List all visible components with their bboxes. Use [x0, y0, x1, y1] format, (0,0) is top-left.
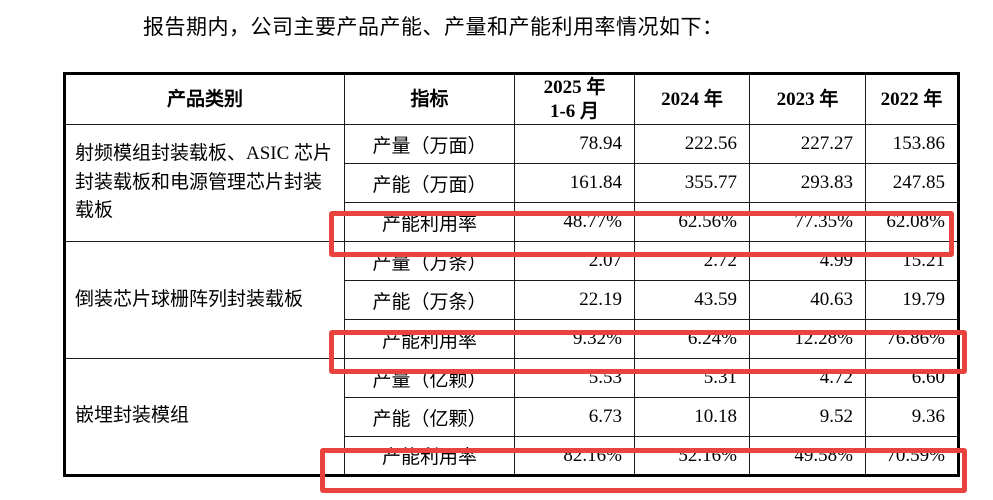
- value-cell: 247.85: [865, 163, 959, 203]
- table-row: 射频模组封装载板、ASIC 芯片封装载板和电源管理芯片封装载板 产量（万面） 7…: [64, 124, 959, 242]
- value-cell: 76.86%: [865, 319, 959, 359]
- value-cell: 4.99: [749, 241, 866, 281]
- value-cell: 15.21: [865, 241, 959, 281]
- metric-cell: 产量（万条）: [344, 241, 515, 281]
- category-cell-rf-module-substrates: 射频模组封装载板、ASIC 芯片封装载板和电源管理芯片封装载板: [64, 124, 345, 242]
- value-cell: 43.59: [634, 280, 750, 320]
- value-cell: 6.73: [514, 397, 635, 437]
- table-row: 产能（万面） 161.84 355.77 293.83 247.85: [65, 163, 959, 203]
- metric-cell: 产能（亿颗）: [344, 397, 515, 437]
- value-cell: 82.16%: [514, 436, 635, 476]
- value-cell: 153.86: [865, 124, 959, 164]
- header-product-category: 产品类别: [64, 73, 345, 125]
- value-cell: 62.56%: [634, 202, 750, 242]
- metric-cell: 产能（万面）: [344, 163, 515, 203]
- value-cell: 355.77: [634, 163, 750, 203]
- page-title: 报告期内，公司主要产品产能、产量和产能利用率情况如下：: [143, 15, 724, 39]
- value-cell: 62.08%: [865, 202, 959, 242]
- value-cell: 161.84: [514, 163, 635, 203]
- value-cell: 78.94: [514, 124, 635, 164]
- capacity-utilization-table: 产品类别 指标 2025 年 1-6 月 2024 年 2023 年 2022 …: [63, 72, 960, 477]
- value-cell: 293.83: [749, 163, 866, 203]
- value-cell: 5.31: [634, 358, 750, 398]
- value-cell: 22.19: [514, 280, 635, 320]
- value-cell: 40.63: [749, 280, 866, 320]
- value-cell: 77.35%: [749, 202, 866, 242]
- table-row-utilization: 产能利用率 48.77% 62.56% 77.35% 62.08%: [65, 202, 959, 242]
- table-row-utilization: 产能利用率 82.16% 52.16% 49.58% 70.59%: [65, 436, 959, 476]
- table-row: 倒装芯片球栅阵列封装载板 产量（万条） 2.07 2.72 4.99 15.21: [64, 241, 959, 359]
- header-2024: 2024 年: [634, 73, 750, 125]
- table-header-row: 产品类别 指标 2025 年 1-6 月 2024 年 2023 年 2022 …: [64, 73, 959, 125]
- table-row: 嵌埋封装模组 产量（亿颗） 5.53 5.31 4.72 6.60: [64, 358, 959, 476]
- header-metric: 指标: [344, 73, 515, 125]
- metric-cell: 产能（万条）: [344, 280, 515, 320]
- value-cell: 12.28%: [749, 319, 866, 359]
- value-cell: 2.72: [634, 241, 750, 281]
- value-cell: 4.72: [749, 358, 866, 398]
- value-cell: 9.32%: [514, 319, 635, 359]
- value-cell: 6.60: [865, 358, 959, 398]
- value-cell: 48.77%: [514, 202, 635, 242]
- metric-cell: 产能利用率: [344, 202, 515, 242]
- header-2023: 2023 年: [749, 73, 866, 125]
- value-cell: 222.56: [634, 124, 750, 164]
- value-cell: 5.53: [514, 358, 635, 398]
- value-cell: 19.79: [865, 280, 959, 320]
- category-cell-embedded-packaging-modules: 嵌埋封装模组: [64, 358, 345, 476]
- value-cell: 9.36: [865, 397, 959, 437]
- metric-cell: 产量（万面）: [344, 124, 515, 164]
- value-cell: 52.16%: [634, 436, 750, 476]
- value-cell: 9.52: [749, 397, 866, 437]
- table-row: 产能（亿颗） 6.73 10.18 9.52 9.36: [65, 397, 959, 437]
- value-cell: 49.58%: [749, 436, 866, 476]
- category-cell-fcbga-substrates: 倒装芯片球栅阵列封装载板: [64, 241, 345, 359]
- value-cell: 70.59%: [865, 436, 959, 476]
- table-row: 产能（万条） 22.19 43.59 40.63 19.79: [65, 280, 959, 320]
- header-2022: 2022 年: [865, 73, 959, 125]
- metric-cell: 产量（亿颗）: [344, 358, 515, 398]
- value-cell: 227.27: [749, 124, 866, 164]
- value-cell: 6.24%: [634, 319, 750, 359]
- value-cell: 10.18: [634, 397, 750, 437]
- header-2025-h1: 2025 年 1-6 月: [514, 73, 635, 125]
- value-cell: 2.07: [514, 241, 635, 281]
- metric-cell: 产能利用率: [344, 436, 515, 476]
- metric-cell: 产能利用率: [344, 319, 515, 359]
